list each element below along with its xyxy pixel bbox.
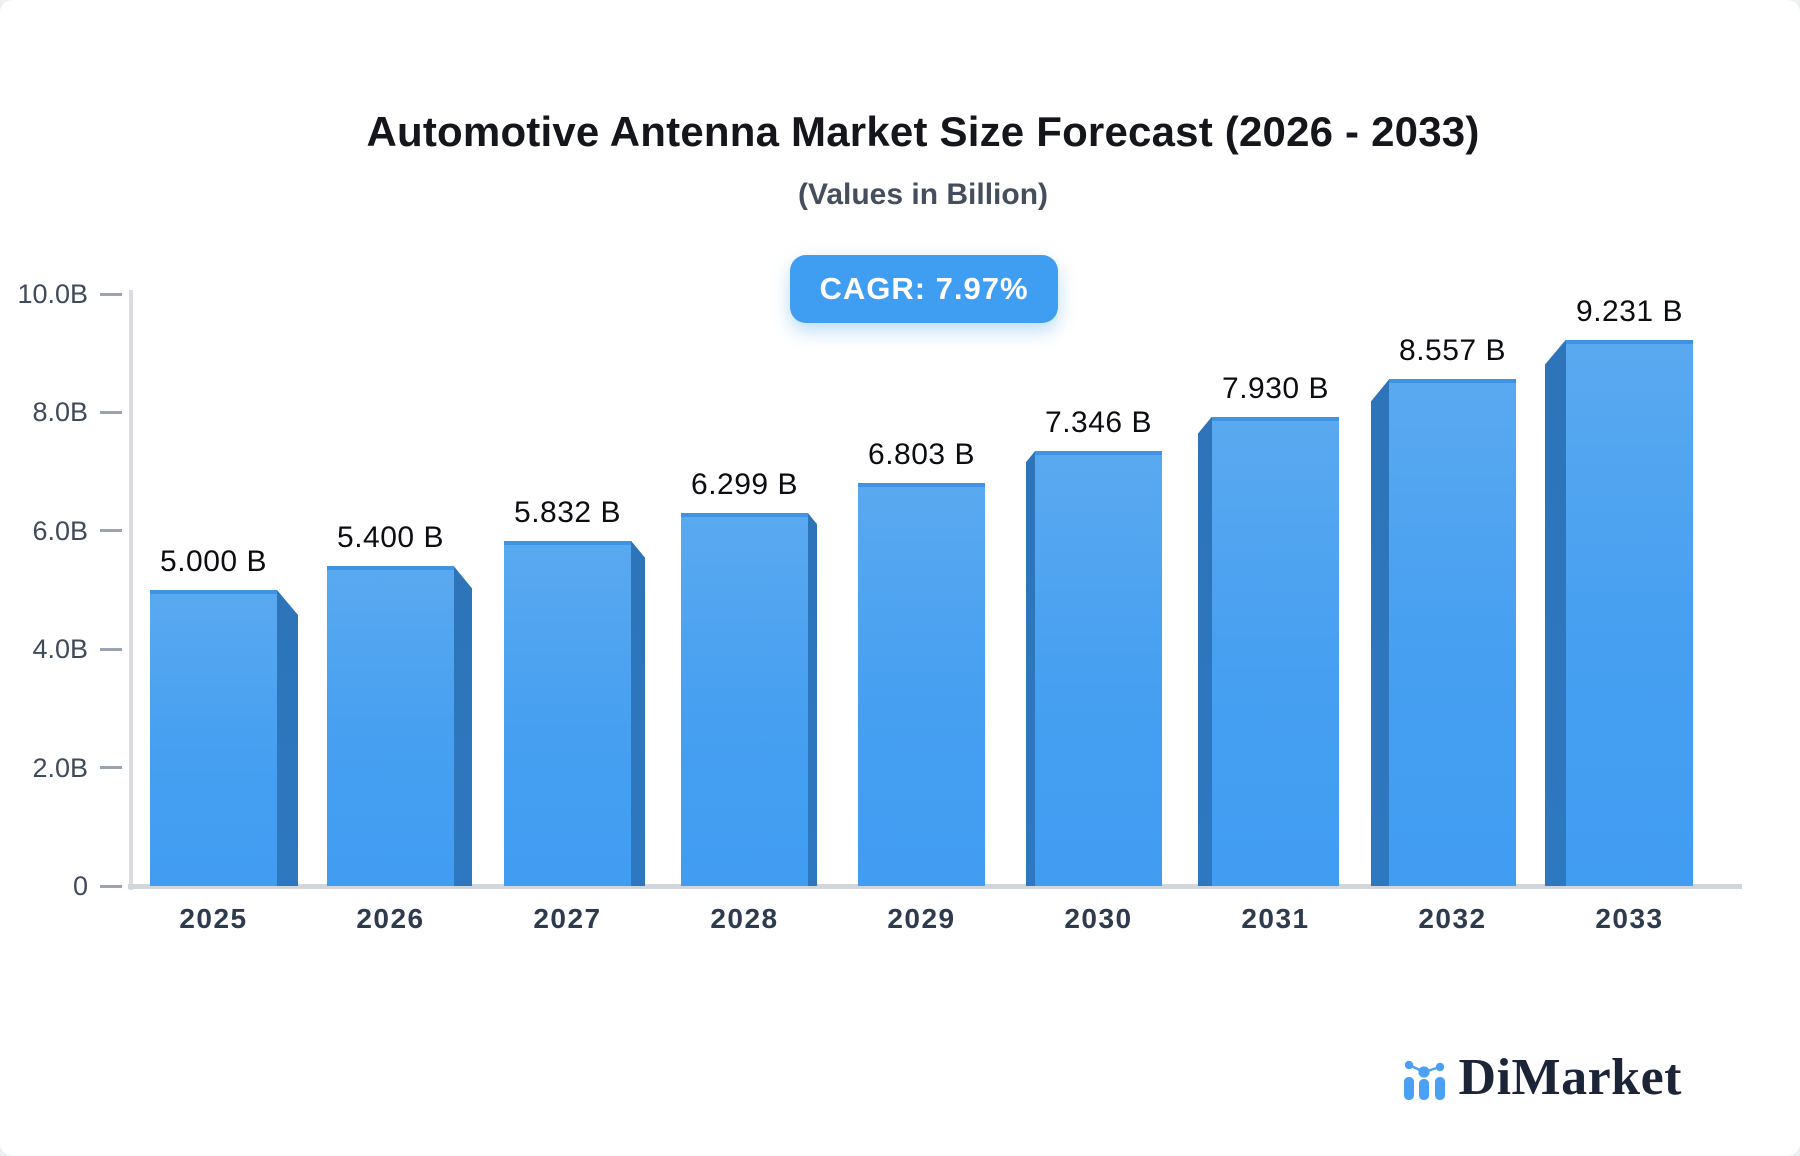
bar-2030 <box>1035 451 1162 886</box>
x-tick-label: 2033 <box>1595 903 1664 934</box>
y-tick-label: 10.0B <box>17 279 88 309</box>
bar-value-label: 6.299 B <box>691 468 798 502</box>
bar-2032 <box>1389 379 1516 886</box>
y-tick-label: 4.0B <box>32 634 88 665</box>
x-axis-line <box>128 884 1742 889</box>
x-tick-label: 2026 <box>356 903 425 934</box>
dimarket-logo: DiMarket <box>1402 1049 1682 1107</box>
bar-value-label: 5.000 B <box>160 545 267 578</box>
bar-side-face <box>454 566 472 886</box>
bar-2026 <box>327 566 454 886</box>
x-tick-label: 2030 <box>1064 903 1133 934</box>
chart-subtitle: (Values in Billion) <box>797 178 1049 211</box>
bar-side-face <box>1371 379 1389 886</box>
y-tick-mark <box>100 884 122 888</box>
bar-value-label: 5.400 B <box>337 521 444 555</box>
cagr-badge: CAGR: 7.97% <box>790 255 1058 323</box>
y-tick-label: 2.0B <box>32 752 88 783</box>
x-tick-label: 2025 <box>179 903 248 934</box>
bar-value-label: 9.231 B <box>1576 294 1683 328</box>
y-axis-line <box>129 290 133 890</box>
bar-2029 <box>858 483 985 886</box>
y-tick-label: 8.0B <box>32 397 88 428</box>
y-tick-mark <box>100 292 122 296</box>
bar-value-label: 8.557 B <box>1399 334 1506 368</box>
y-tick-mark <box>100 647 122 651</box>
x-tick-label: 2032 <box>1418 903 1487 934</box>
bar-2031 <box>1212 416 1339 886</box>
mini-bar-chart-icon <box>1403 1060 1445 1100</box>
bar-2027 <box>504 540 631 886</box>
x-tick-label: 2028 <box>710 903 779 934</box>
bar-value-label: 5.832 B <box>514 495 621 529</box>
bar-value-label: 6.803 B <box>868 438 975 472</box>
x-tick-label: 2027 <box>533 903 602 934</box>
y-tick-mark <box>100 766 122 770</box>
bar-value-label: 7.346 B <box>1045 406 1152 440</box>
y-tick-mark <box>100 529 122 533</box>
bar-side-face <box>1198 416 1212 886</box>
bar-2028 <box>681 513 808 886</box>
x-tick-label: 2031 <box>1241 903 1310 934</box>
bar-value-label: 7.930 B <box>1222 371 1329 405</box>
y-tick-mark <box>100 410 122 414</box>
cagr-badge-label: CAGR: 7.97% <box>819 271 1029 306</box>
y-tick-label: 0 <box>72 871 88 901</box>
bar-side-face <box>808 513 817 886</box>
bar-side-face <box>1026 451 1035 886</box>
dimarket-logo-text: DiMarket <box>1458 1049 1682 1107</box>
y-tick-label: 6.0B <box>32 515 88 546</box>
bar-2025 <box>150 590 277 886</box>
bar-2033 <box>1566 339 1693 886</box>
x-tick-label: 2029 <box>887 903 956 934</box>
chart-title: Automotive Antenna Market Size Forecast … <box>366 108 1480 155</box>
bar-side-face <box>277 590 298 886</box>
bar-side-face <box>1545 339 1566 886</box>
bar-side-face <box>631 540 645 886</box>
